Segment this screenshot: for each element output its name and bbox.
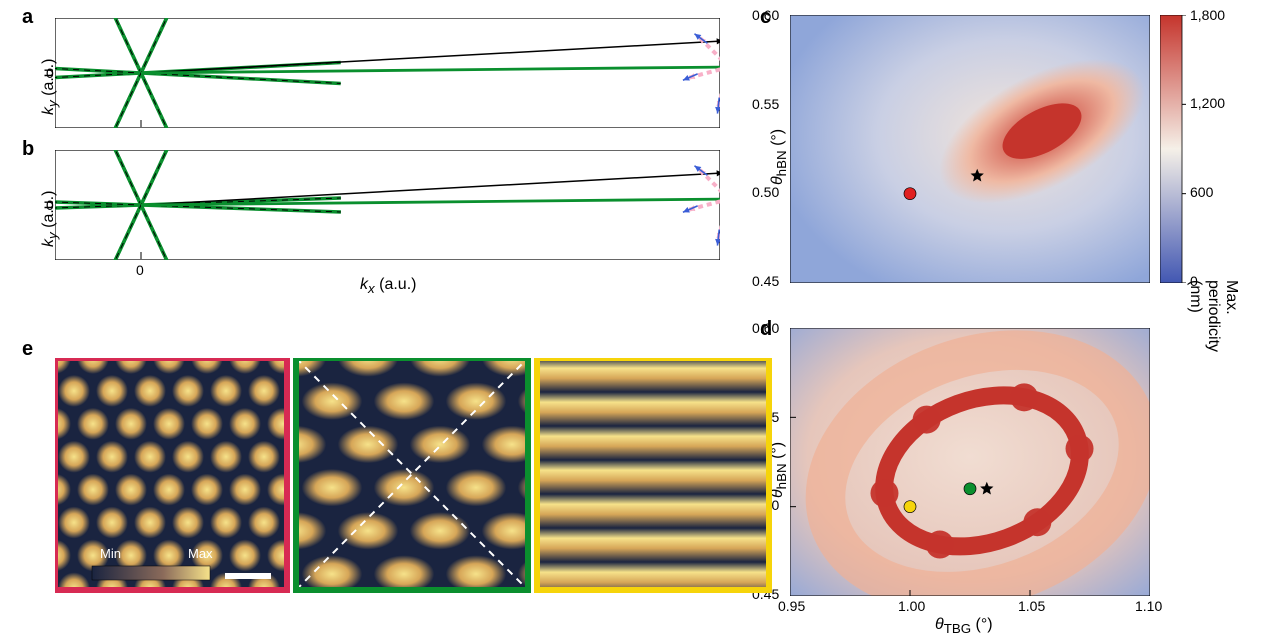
tick-c-y1: 0.50 [752,184,779,200]
tick-c-y3: 0.60 [752,7,779,23]
panel-label-e: e [22,338,33,361]
panel-a-svg [55,18,720,128]
panel-c-svg [790,15,1150,283]
tick-d-x1: 1.00 [898,598,925,614]
tick-c-y2: 0.55 [752,96,779,112]
tick-d-x0: 0.95 [778,598,805,614]
tick-cb-1: 600 [1190,184,1213,200]
panel-e-svg [55,358,775,608]
axis-label-theta-hbn-c: θhBN (°) [769,129,789,185]
colorbar-title: Max. periodicity (nm) [1186,280,1240,352]
tick-cb-2: 1,200 [1190,95,1225,111]
figure-root: a b c d e ky (a.u.) ky (a.u.) kx (a.u.) … [0,0,1269,640]
tick-ky0-b: 0 [46,197,54,213]
panel-label-b: b [22,138,34,161]
axis-label-kx: kx (a.u.) [360,276,416,296]
tick-cb-3: 1,800 [1190,7,1225,23]
label-max: Max [188,546,213,561]
tick-d-x3: 1.10 [1135,598,1162,614]
panel-b-svg [55,150,720,260]
tick-d-y3: 0.60 [752,320,779,336]
tick-kx0: 0 [136,262,144,278]
tick-d-x2: 1.05 [1018,598,1045,614]
colorbar-svg [1160,15,1186,283]
tick-ky0-a: 0 [46,65,54,81]
panel-d-svg [790,328,1150,596]
tick-c-y0: 0.45 [752,273,779,289]
panel-label-a: a [22,6,33,29]
label-min: Min [100,546,121,561]
axis-label-theta-tbg: θTBG (°) [935,616,993,636]
